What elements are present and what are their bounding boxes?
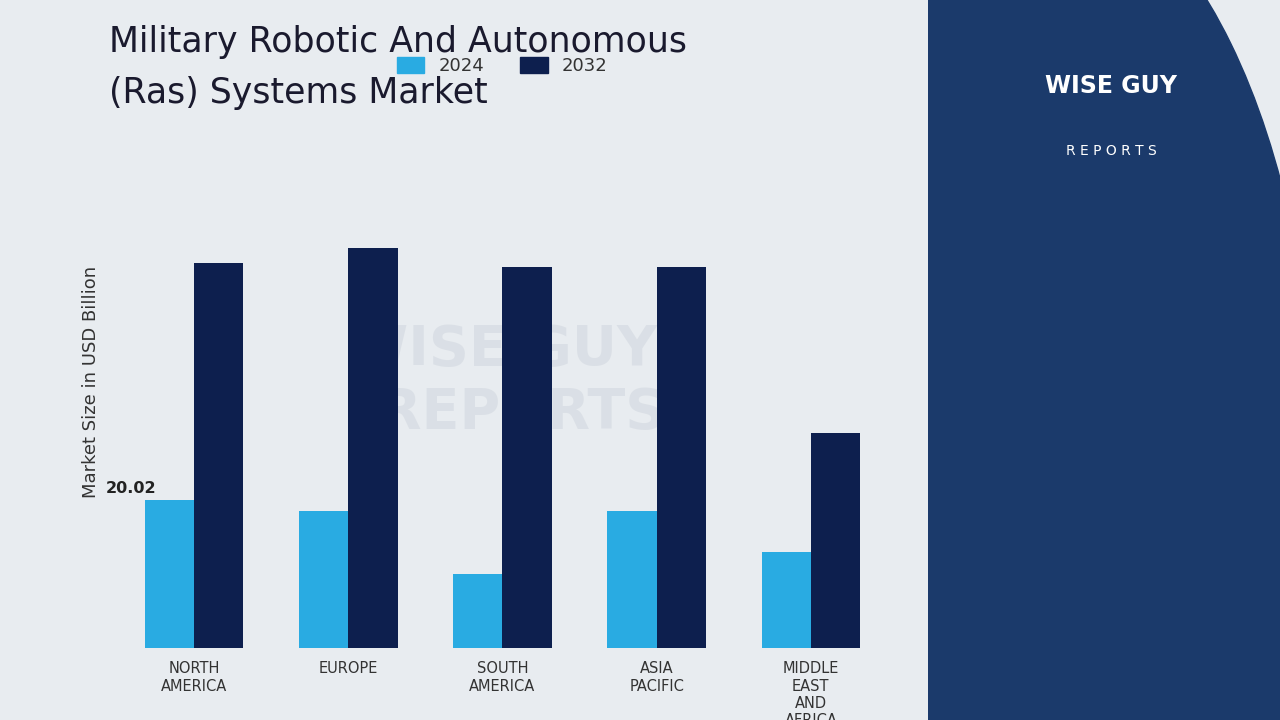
Legend: 2024, 2032: 2024, 2032 — [390, 50, 614, 82]
Text: R E P O R T S: R E P O R T S — [1066, 144, 1156, 158]
Text: Military Robotic And Autonomous: Military Robotic And Autonomous — [109, 25, 687, 59]
Text: WISE GUY
  REPORTS: WISE GUY REPORTS — [339, 323, 666, 440]
Bar — [145, 500, 195, 648]
Bar — [607, 511, 657, 648]
Bar — [348, 248, 398, 648]
Bar — [762, 552, 810, 648]
Text: WISE GUY: WISE GUY — [1044, 74, 1178, 99]
Circle shape — [737, 0, 1280, 720]
Bar — [502, 267, 552, 648]
Y-axis label: Market Size in USD Billion: Market Size in USD Billion — [82, 266, 100, 498]
Bar — [195, 264, 243, 648]
Bar — [810, 433, 860, 648]
Bar — [657, 267, 707, 648]
Bar — [298, 511, 348, 648]
Text: 20.02: 20.02 — [105, 481, 156, 496]
Bar — [453, 574, 502, 648]
Text: (Ras) Systems Market: (Ras) Systems Market — [109, 76, 488, 109]
